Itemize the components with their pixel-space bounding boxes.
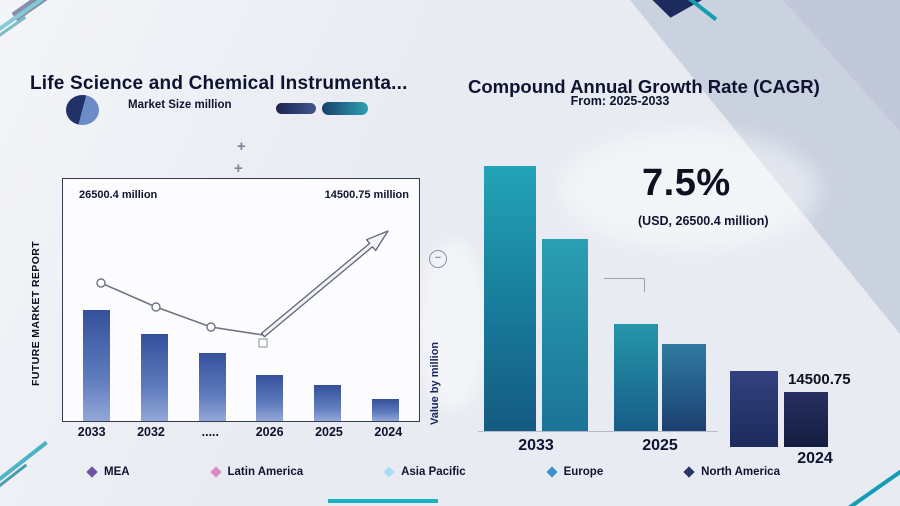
right-y-axis-label: Value by million (429, 341, 441, 425)
trend-marker-icon (96, 278, 106, 288)
region-legend: MEA Latin America Asia Pacific Europe No… (86, 466, 780, 478)
x-axis-label: 2032 (137, 425, 165, 439)
legend-item: North America (683, 466, 780, 478)
market-size-bar (256, 375, 284, 421)
trend-marker-icon (151, 302, 161, 312)
legend-item: Latin America (209, 466, 304, 478)
market-size-bar (140, 333, 168, 421)
cagr-bar (662, 344, 706, 432)
diamond-icon (683, 466, 695, 478)
x-axis-label: 2033 (77, 425, 106, 439)
x-axis-label: 2025 (642, 437, 678, 454)
x-axis-label: 2033 (518, 437, 554, 454)
diamond-icon (545, 466, 558, 478)
legend-item-label: MEA (104, 466, 130, 478)
plus-icon: + (237, 138, 246, 155)
cagr-bar-group-2025 (614, 140, 706, 432)
legend-item: Europe (545, 466, 604, 478)
legend-item-label: Europe (563, 466, 604, 478)
cagr-bar (784, 391, 828, 447)
market-size-ball-icon (66, 95, 99, 125)
plus-icon: + (234, 160, 243, 177)
cagr-chart (478, 140, 874, 447)
cagr-subtitle: From: 2025-2033 (570, 94, 670, 108)
market-size-bar (314, 384, 342, 421)
legend-item-label: North America (701, 466, 780, 478)
left-y-axis-label: FUTURE MARKET REPORT (30, 240, 42, 386)
trend-arrow-icon (260, 230, 389, 338)
market-size-legend-label: Market Size million (128, 99, 232, 111)
value-annotation-end: 14500.75 million (324, 189, 409, 201)
decoration-pill-icon (276, 103, 316, 114)
trend-square-marker-icon (258, 338, 268, 348)
value-annotation-start: 26500.4 million (79, 189, 158, 201)
x-axis-label: 2024 (797, 450, 833, 467)
cagr-baseline (478, 431, 718, 432)
diamond-icon (383, 466, 395, 478)
legend-item-label: Asia Pacific (401, 466, 466, 478)
cagr-bar (730, 371, 778, 447)
market-size-bar (371, 399, 399, 421)
market-size-chart: 26500.4 million 14500.75 million (62, 178, 420, 422)
market-size-bars (63, 179, 419, 421)
x-axis-label: 2026 (255, 425, 284, 439)
legend-item-label: Latin America (227, 466, 304, 478)
decoration-bracket (604, 278, 645, 292)
trend-line (96, 230, 389, 348)
legend-item: MEA (86, 466, 130, 478)
diamond-icon (86, 466, 98, 478)
cagr-detail: (USD, 26500.4 million) (638, 214, 769, 228)
circle-minus-icon: − (429, 250, 447, 268)
decoration-pill-icon (322, 102, 368, 115)
trend-marker-icon (206, 322, 216, 332)
cagr-value: 7.5% (642, 162, 731, 204)
x-axis-label: 2025 (315, 425, 343, 439)
x-axis-label: 2024 (374, 425, 403, 439)
left-chart-title: Life Science and Chemical Instrumenta... (30, 72, 408, 94)
x-axis-label: ..... (201, 425, 219, 439)
cagr-bar (542, 239, 588, 432)
cagr-bar (484, 166, 536, 432)
market-size-bar (198, 353, 226, 421)
cagr-bar (614, 323, 658, 432)
cagr-bar-group-2024 (730, 155, 828, 447)
cagr-title: Compound Annual Growth Rate (CAGR) (468, 76, 820, 98)
value-callout: 14500.75 (788, 371, 851, 388)
market-size-bar (83, 309, 110, 421)
diamond-icon (209, 466, 222, 478)
left-x-axis: 2033 2032 ..... 2026 2025 2024 (62, 425, 418, 439)
legend-item: Asia Pacific (383, 466, 466, 478)
cagr-bar-group-2033 (484, 140, 588, 432)
